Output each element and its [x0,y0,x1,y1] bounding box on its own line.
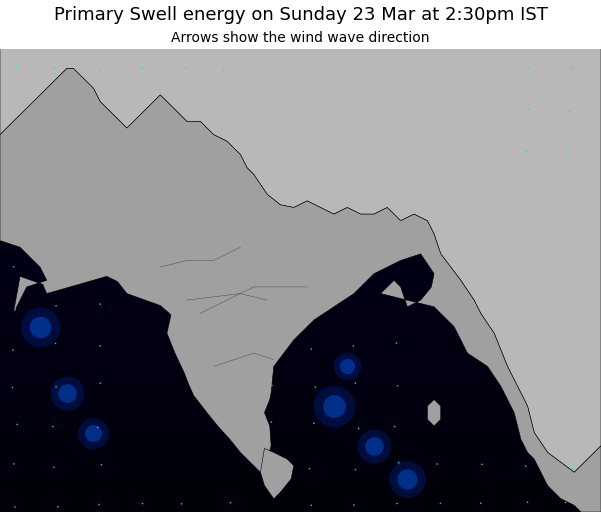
Point [343,362,352,371]
Point [403,475,412,483]
Polygon shape [427,399,441,426]
Point [35,323,45,331]
Point [403,475,412,483]
Point [89,429,99,437]
Point [369,442,379,450]
Point [329,402,339,410]
Polygon shape [260,449,294,499]
Point [369,442,379,450]
Point [89,429,99,437]
Point [329,402,339,410]
Text: Arrows show the wind wave direction: Arrows show the wind wave direction [171,31,430,45]
Point [62,389,72,397]
Point [343,362,352,371]
Text: Primary Swell energy on Sunday 23 Mar at 2:30pm IST: Primary Swell energy on Sunday 23 Mar at… [53,6,548,24]
Point [35,323,45,331]
Polygon shape [0,69,601,512]
Point [62,389,72,397]
Polygon shape [0,49,601,472]
